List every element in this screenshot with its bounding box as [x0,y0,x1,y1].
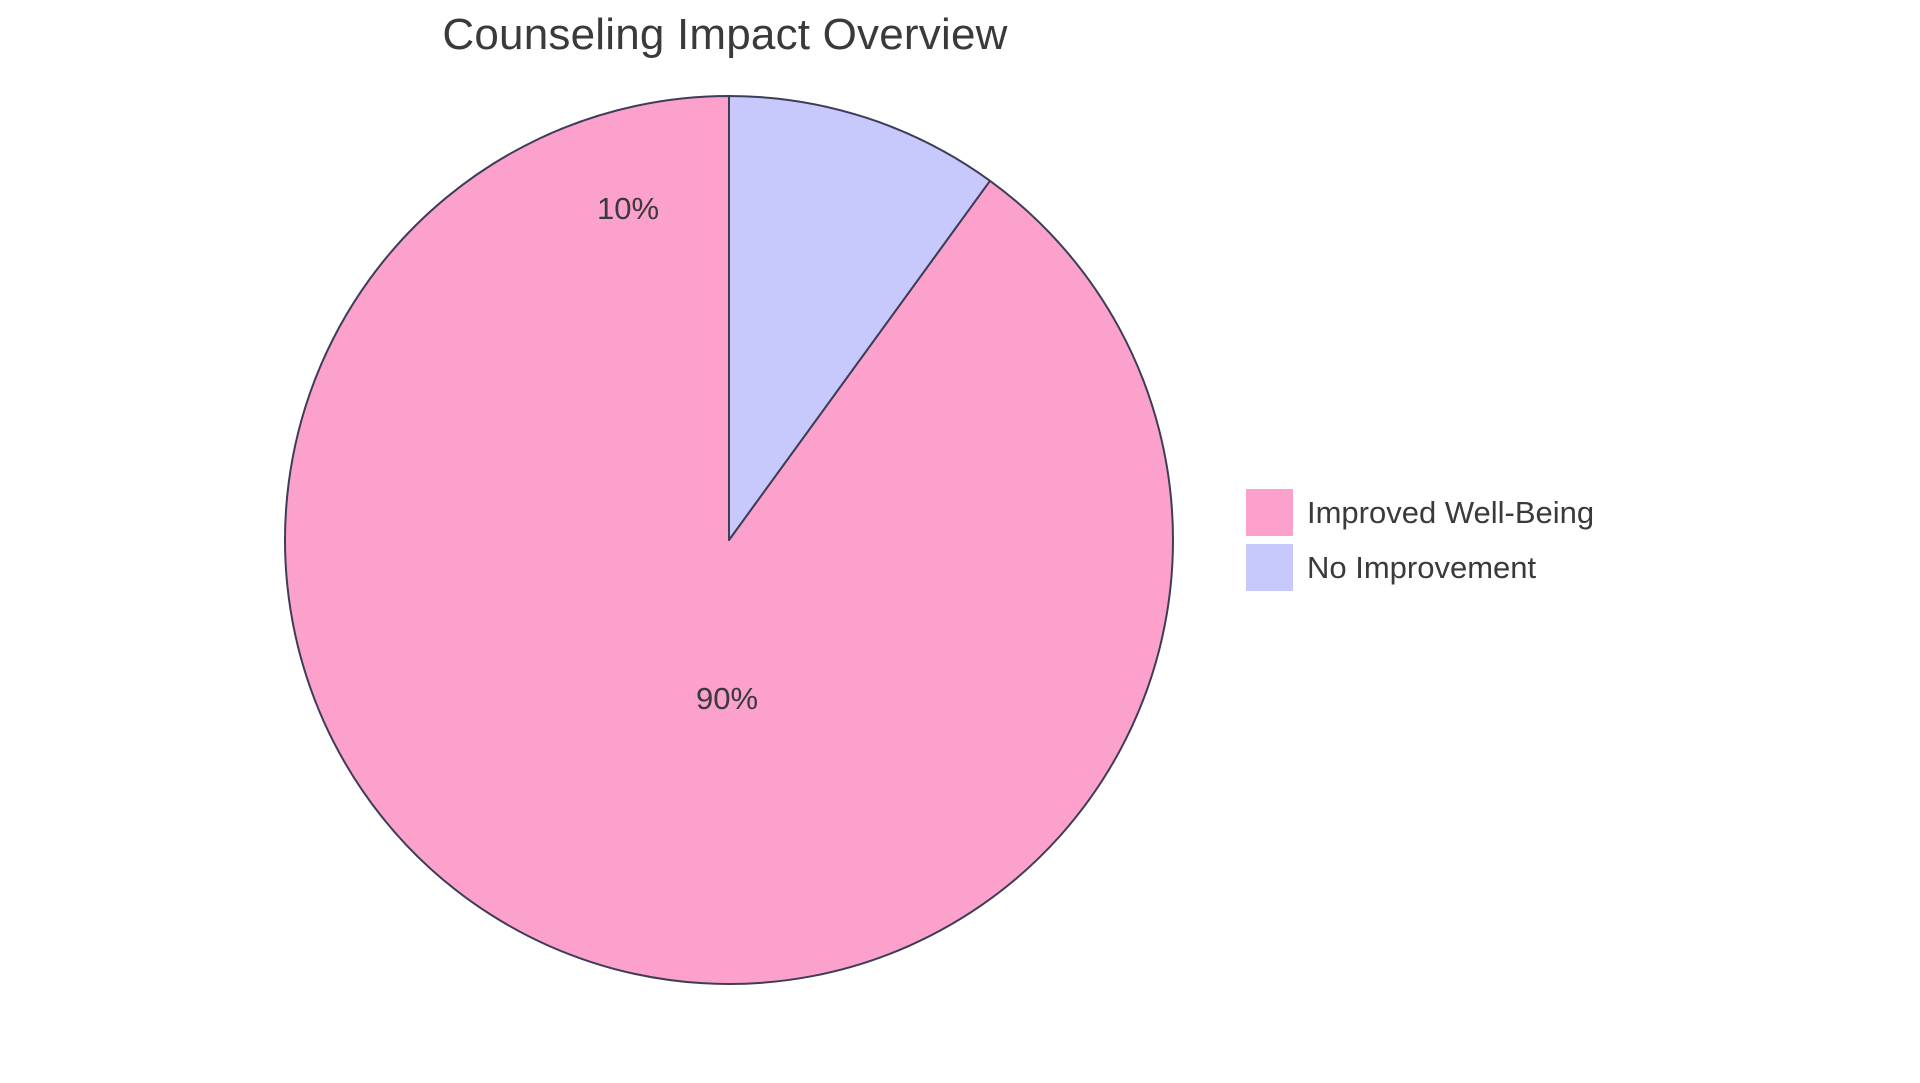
legend-item[interactable]: Improved Well-Being [1246,485,1594,540]
chart-legend: Improved Well-Being No Improvement [1246,485,1594,595]
pie-svg: 90% 10% [284,95,1174,985]
legend-item-label: Improved Well-Being [1307,495,1595,530]
pie-plot-area: 90% 10% [284,95,1174,985]
page-title: Counseling Impact Overview [442,10,1008,59]
pie-slice[interactable] [284,95,1174,985]
legend-swatch-icon [1246,489,1293,536]
legend-item[interactable]: No Improvement [1246,540,1594,595]
legend-item-label: No Improvement [1307,550,1537,585]
pie-slice-label: 90% [696,681,758,716]
pie-slice-labels: 90% 10% [597,191,758,716]
pie-slice-label: 10% [597,191,659,226]
legend-swatch-icon [1246,544,1293,591]
pie-slices [284,95,1174,985]
pie-slice[interactable] [728,95,991,541]
